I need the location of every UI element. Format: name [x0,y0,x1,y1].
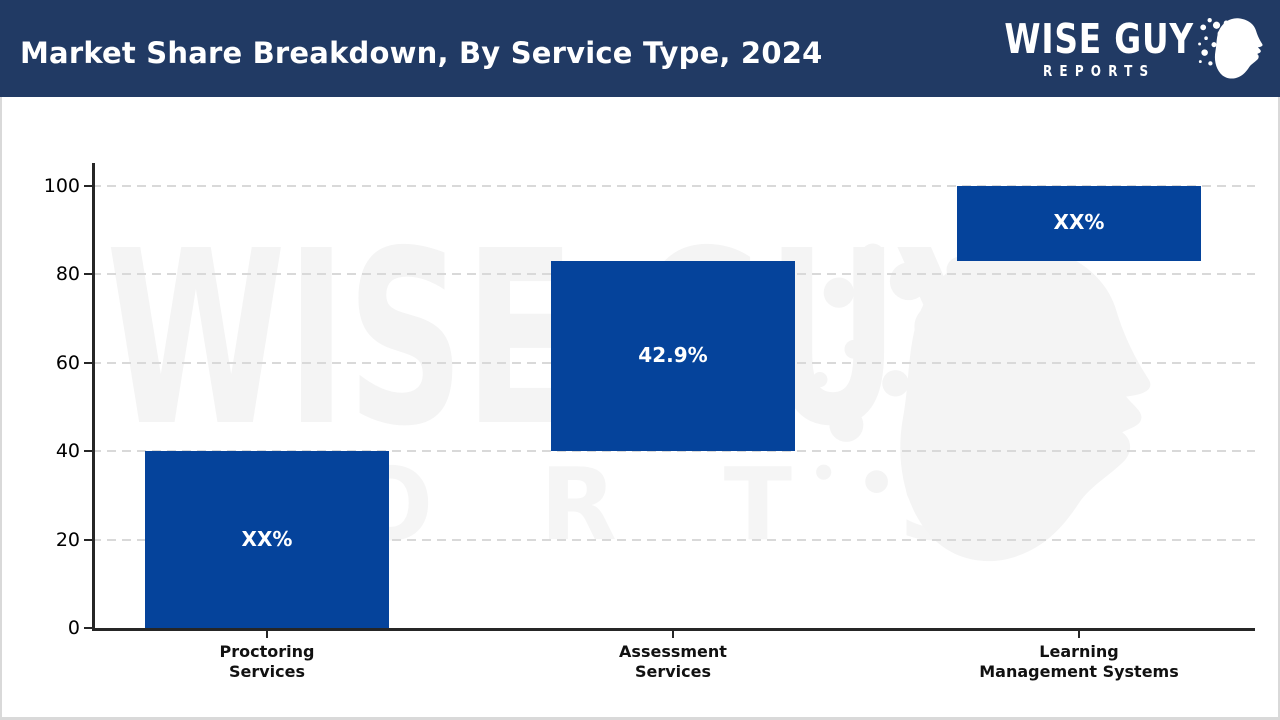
category-label: Learning Management Systems [919,642,1239,682]
y-axis-tick-label: 40 [55,440,80,462]
category-label-line: Services [634,662,712,681]
bar-value-label: XX% [241,526,293,551]
bar [551,261,795,451]
x-axis-line [92,628,1255,631]
category-label-line: Services [228,662,306,681]
y-axis-tick [84,361,92,364]
y-axis-tick-label: 80 [55,263,80,285]
brand-head-icon [1198,18,1263,79]
header-bar: Market Share Breakdown, By Service Type,… [0,0,1280,97]
x-axis-tick [266,631,268,638]
y-axis-tick-label: 60 [55,351,80,374]
category-label: Proctoring Services [107,642,427,682]
gridline [92,538,1255,541]
gridline [92,184,1255,187]
y-axis-line [92,163,95,631]
plot-area: 0 20 40 60 80 100 XX% Proctoring Services 42.9% As… [2,97,1280,720]
gridline [92,450,1255,452]
y-axis-tick [84,627,92,629]
y-axis-tick-label: 20 [55,528,80,551]
brand-name: WISE GUY [1004,15,1194,63]
x-axis-tick [1078,631,1080,638]
y-axis-tick [84,184,92,187]
category-label-line: Assessment [619,642,727,661]
brand-logo: WISE GUY REPORTS [957,4,1268,94]
y-axis-tick-label: 0 [67,617,80,639]
brand-logo-text: WISE GUY REPORTS [1004,18,1194,80]
y-axis-tick-label: 100 [43,174,80,197]
category-label-line: Proctoring [219,642,315,661]
bar-value-label: XX% [1053,210,1105,235]
bar [957,185,1201,262]
y-axis-tick [84,450,92,452]
x-axis-tick [672,631,674,638]
page-title: Market Share Breakdown, By Service Type,… [20,36,823,70]
category-label-line: Learning [1039,642,1119,661]
category-label: Assessment Services [513,642,833,682]
bar-value-label: 42.9% [638,343,708,368]
y-axis-tick [84,538,92,541]
chart-panel: WISE GUY P O R T S 0 20 40 60 80 100 XX% Procto… [0,97,1280,720]
brand-subname: REPORTS [1043,62,1156,80]
bar [145,451,389,628]
y-axis-tick [84,273,92,275]
category-label-line: Management Systems [979,662,1179,681]
